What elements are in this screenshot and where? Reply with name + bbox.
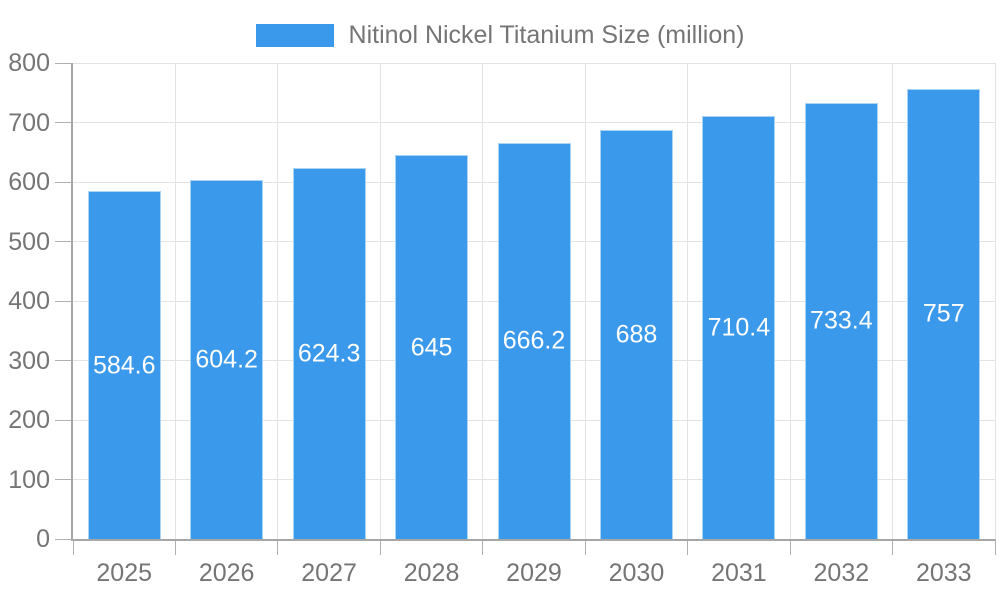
- y-axis-tick: [55, 479, 73, 480]
- x-axis-category-label: 2029: [506, 559, 562, 587]
- y-axis-tick-label: 500: [8, 227, 50, 256]
- x-axis-tick: [994, 539, 996, 555]
- gridline-vertical: [994, 63, 996, 539]
- x-axis-category-label: 2031: [711, 559, 767, 587]
- bar-value-label: 584.6: [92, 351, 156, 380]
- gridline-vertical: [174, 63, 176, 539]
- x-axis-category-label: 2032: [813, 559, 870, 587]
- y-axis-tick: [55, 122, 73, 123]
- bar-value-label: 733.4: [810, 306, 873, 335]
- x-axis-category-label: 2030: [608, 559, 665, 587]
- gridline-vertical: [379, 63, 381, 539]
- x-axis-tick: [277, 539, 279, 555]
- x-axis-category-label: 2025: [96, 559, 153, 587]
- y-axis-tick: [55, 538, 73, 540]
- y-axis-tick: [55, 300, 73, 302]
- x-axis-tick: [584, 539, 586, 555]
- y-axis-tick-label: 800: [8, 49, 50, 77]
- y-axis-tick: [55, 241, 73, 242]
- y-axis-tick-label: 600: [8, 168, 50, 196]
- gridline-horizontal: [73, 62, 995, 64]
- y-axis-tick-label: 700: [8, 108, 50, 137]
- y-axis-tick-label: 0: [36, 525, 50, 553]
- legend-label: Nitinol Nickel Titanium Size (million): [348, 21, 745, 49]
- x-axis-category-label: 2028: [403, 559, 460, 587]
- y-axis-tick-label: 100: [8, 465, 50, 494]
- chart-bar[interactable]: 733.4: [804, 102, 878, 539]
- chart-bar[interactable]: 604.2: [190, 179, 264, 539]
- x-axis-category-label: 2026: [198, 559, 255, 587]
- x-axis-tick: [72, 539, 74, 555]
- chart-bar[interactable]: 666.2: [497, 142, 571, 539]
- x-axis-category-label: 2033: [915, 559, 972, 587]
- chart-bar[interactable]: 624.3: [292, 167, 366, 539]
- x-axis-line: [71, 539, 995, 541]
- gridline-vertical: [892, 63, 894, 539]
- y-axis-tick: [55, 181, 73, 183]
- gridline-vertical: [789, 63, 791, 539]
- gridline-vertical: [584, 63, 586, 539]
- bar-value-label: 645: [410, 333, 453, 362]
- legend-swatch-icon: [255, 23, 334, 47]
- chart-bar[interactable]: 710.4: [702, 116, 776, 539]
- bar-value-label: 688: [615, 320, 658, 349]
- x-axis-tick: [174, 539, 176, 555]
- chart-bar[interactable]: 645: [395, 155, 469, 539]
- bar-value-label: 624.3: [297, 339, 361, 368]
- y-axis-tick-label: 300: [8, 346, 50, 375]
- y-axis-tick: [55, 419, 73, 421]
- x-axis-tick: [482, 539, 484, 555]
- y-axis-tick: [55, 62, 73, 64]
- legend[interactable]: Nitinol Nickel Titanium Size (million): [0, 20, 1000, 50]
- y-axis-tick-label: 400: [8, 287, 50, 315]
- chart-bar[interactable]: 757: [907, 88, 981, 539]
- gridline-vertical: [277, 63, 279, 539]
- x-axis-tick: [789, 539, 791, 555]
- x-axis-tick: [379, 539, 381, 555]
- gridline-vertical: [687, 63, 689, 539]
- gridline-vertical: [482, 63, 484, 539]
- y-axis-line: [71, 63, 73, 541]
- y-axis-tick-label: 200: [8, 406, 50, 434]
- bar-value-label: 604.2: [195, 345, 258, 374]
- bar-value-label: 710.4: [707, 313, 771, 342]
- x-axis-tick: [892, 539, 894, 555]
- bar-value-label: 666.2: [502, 326, 566, 355]
- x-axis-category-label: 2027: [301, 559, 357, 587]
- chart-bar[interactable]: 584.6: [87, 191, 161, 539]
- bar-value-label: 757: [922, 299, 965, 328]
- y-axis-tick: [55, 360, 73, 361]
- x-axis-tick: [687, 539, 689, 555]
- chart-bar[interactable]: 688: [599, 129, 673, 539]
- gridline-horizontal: [73, 122, 995, 123]
